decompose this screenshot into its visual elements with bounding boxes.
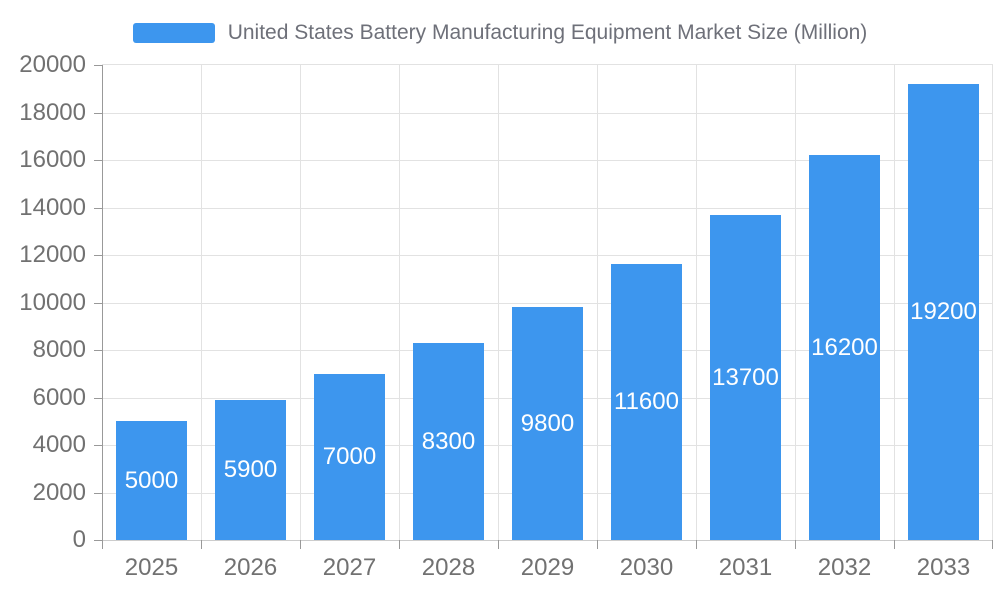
- bar-2026[interactable]: 5900: [215, 400, 286, 540]
- bar-value-label: 7000: [322, 443, 377, 470]
- x-axis-label: 2026: [223, 554, 278, 581]
- v-gridline: [992, 65, 993, 540]
- x-axis-label: 2028: [421, 554, 476, 581]
- v-gridline: [795, 65, 796, 540]
- y-axis-label: 12000: [19, 241, 86, 268]
- bar-2028[interactable]: 8300: [413, 343, 484, 540]
- chart-legend[interactable]: United States Battery Manufacturing Equi…: [0, 18, 1000, 48]
- y-axis-label: 18000: [19, 98, 86, 126]
- bar-value-label: 16200: [811, 333, 878, 361]
- x-axis-tick: [498, 540, 499, 549]
- v-gridline: [696, 65, 697, 540]
- v-gridline: [597, 65, 598, 540]
- h-gridline: [102, 302, 993, 304]
- h-gridline: [102, 207, 993, 209]
- bar-2031[interactable]: 13700: [710, 215, 781, 540]
- y-axis-label: 14000: [19, 193, 86, 221]
- x-axis-label: 2032: [817, 554, 872, 581]
- legend-swatch[interactable]: [132, 23, 215, 43]
- y-axis-label: 20000: [19, 51, 86, 78]
- bar-value-label: 9800: [520, 409, 575, 437]
- plot-area: 0 2000 4000 6000 8000 10000 12000 14000 16000 180…: [19, 53, 993, 580]
- h-gridline: [102, 255, 993, 256]
- x-axis-label: 2025: [124, 554, 179, 581]
- y-axis-label: 16000: [19, 146, 86, 173]
- x-axis-tick: [300, 540, 301, 549]
- x-axis-label: 2033: [916, 554, 971, 581]
- y-axis-tick: [94, 492, 102, 494]
- h-gridline: [102, 112, 993, 114]
- y-axis-tick: [94, 255, 102, 256]
- bar-value-label: 11600: [614, 388, 679, 415]
- y-axis-tick: [94, 302, 102, 304]
- v-gridline: [399, 65, 400, 540]
- bar-2027[interactable]: 7000: [314, 374, 385, 540]
- x-axis-tick: [399, 540, 400, 549]
- bar-value-label: 8300: [421, 427, 476, 455]
- x-axis-label: 2031: [718, 554, 773, 581]
- bar-2033[interactable]: 19200: [908, 84, 979, 540]
- bar-2025[interactable]: 5000: [116, 421, 187, 540]
- bar-2030[interactable]: 11600: [611, 264, 682, 540]
- y-axis-tick: [94, 160, 102, 161]
- y-axis-label: 6000: [32, 383, 86, 411]
- y-axis-tick: [94, 350, 102, 351]
- y-axis-tick: [94, 445, 102, 446]
- v-gridline: [201, 65, 202, 540]
- y-axis-tick: [94, 540, 102, 541]
- bar-2029[interactable]: 9800: [512, 307, 583, 540]
- x-axis-tick: [795, 540, 796, 549]
- x-axis-line: [102, 540, 993, 541]
- y-axis-label: 2000: [32, 478, 86, 506]
- y-axis-tick: [94, 207, 102, 209]
- x-axis-tick: [201, 540, 202, 549]
- y-axis-label: 0: [72, 526, 86, 553]
- y-axis-tick: [94, 112, 102, 114]
- y-axis-label: 8000: [32, 336, 86, 363]
- x-axis-tick: [992, 540, 993, 549]
- x-axis-label: 2029: [520, 554, 575, 581]
- bar-value-label: 13700: [712, 363, 779, 391]
- y-axis-label: 10000: [19, 288, 86, 316]
- x-axis-tick: [894, 540, 895, 549]
- bar-value-label: 5000: [124, 466, 179, 494]
- y-axis-label: 4000: [32, 431, 86, 458]
- bar-2032[interactable]: 16200: [809, 155, 880, 540]
- chart-title: United States Battery Manufacturing Equi…: [227, 21, 868, 44]
- x-axis-tick: [597, 540, 598, 549]
- bar-value-label: 5900: [223, 456, 278, 483]
- h-gridline: [102, 160, 993, 161]
- bar-value-label: 19200: [910, 298, 977, 325]
- x-axis-tick: [696, 540, 697, 549]
- h-gridline: [102, 64, 993, 65]
- y-axis-tick: [94, 65, 102, 66]
- x-axis-label: 2027: [322, 554, 377, 581]
- v-gridline: [498, 65, 499, 540]
- y-axis-tick: [94, 397, 102, 399]
- v-gridline: [894, 65, 895, 540]
- y-axis-line: [102, 65, 103, 548]
- v-gridline: [300, 65, 301, 540]
- x-axis-label: 2030: [619, 554, 674, 581]
